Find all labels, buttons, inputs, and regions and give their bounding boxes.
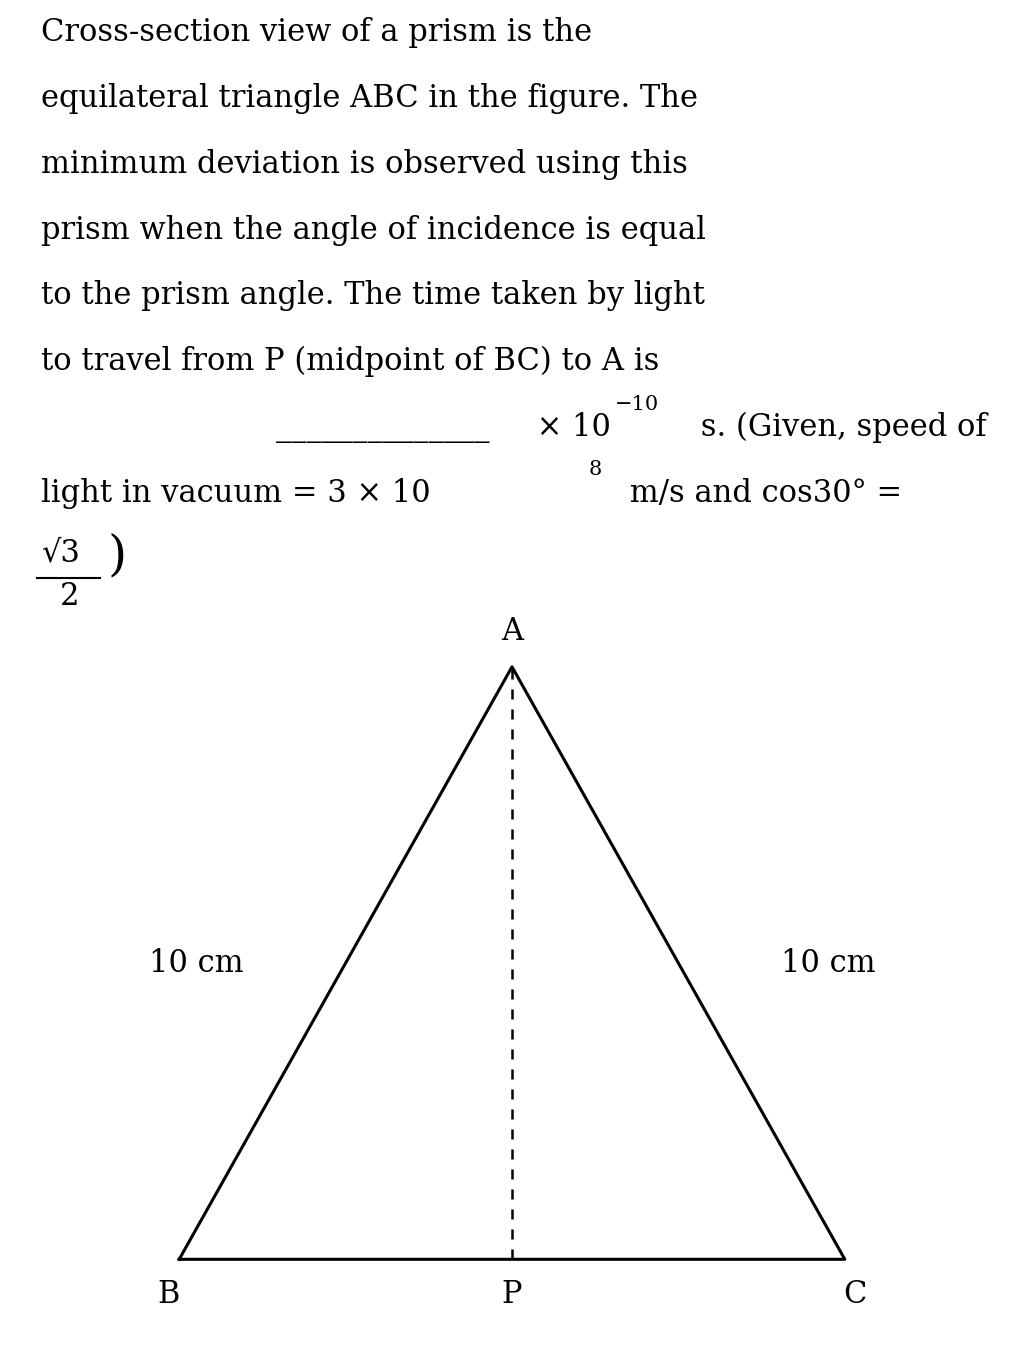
Text: B: B <box>158 1279 180 1310</box>
Text: minimum deviation is observed using this: minimum deviation is observed using this <box>41 148 688 180</box>
Text: C: C <box>844 1279 866 1310</box>
Text: ______________: ______________ <box>276 411 489 443</box>
Text: s. (Given, speed of: s. (Given, speed of <box>691 411 987 443</box>
Text: light in vacuum = 3 × 10: light in vacuum = 3 × 10 <box>41 478 430 508</box>
Text: √3: √3 <box>41 538 80 569</box>
Text: × 10: × 10 <box>527 411 611 443</box>
Text: to travel from P (midpoint of BC) to A is: to travel from P (midpoint of BC) to A i… <box>41 346 659 377</box>
Text: 2: 2 <box>59 580 79 612</box>
Text: equilateral triangle ABC in the figure. The: equilateral triangle ABC in the figure. … <box>41 83 698 114</box>
Text: m/s and cos30° =: m/s and cos30° = <box>620 478 902 508</box>
Text: Cross-section view of a prism is the: Cross-section view of a prism is the <box>41 18 592 48</box>
Text: to the prism angle. The time taken by light: to the prism angle. The time taken by li… <box>41 281 705 312</box>
Text: prism when the angle of incidence is equal: prism when the angle of incidence is equ… <box>41 214 706 245</box>
Text: P: P <box>502 1279 522 1310</box>
Text: ): ) <box>108 533 127 579</box>
Text: 10 cm: 10 cm <box>148 948 244 978</box>
Text: 10 cm: 10 cm <box>780 948 876 978</box>
Text: −10: −10 <box>614 395 658 414</box>
Text: 8: 8 <box>589 460 602 479</box>
Text: A: A <box>501 616 523 647</box>
